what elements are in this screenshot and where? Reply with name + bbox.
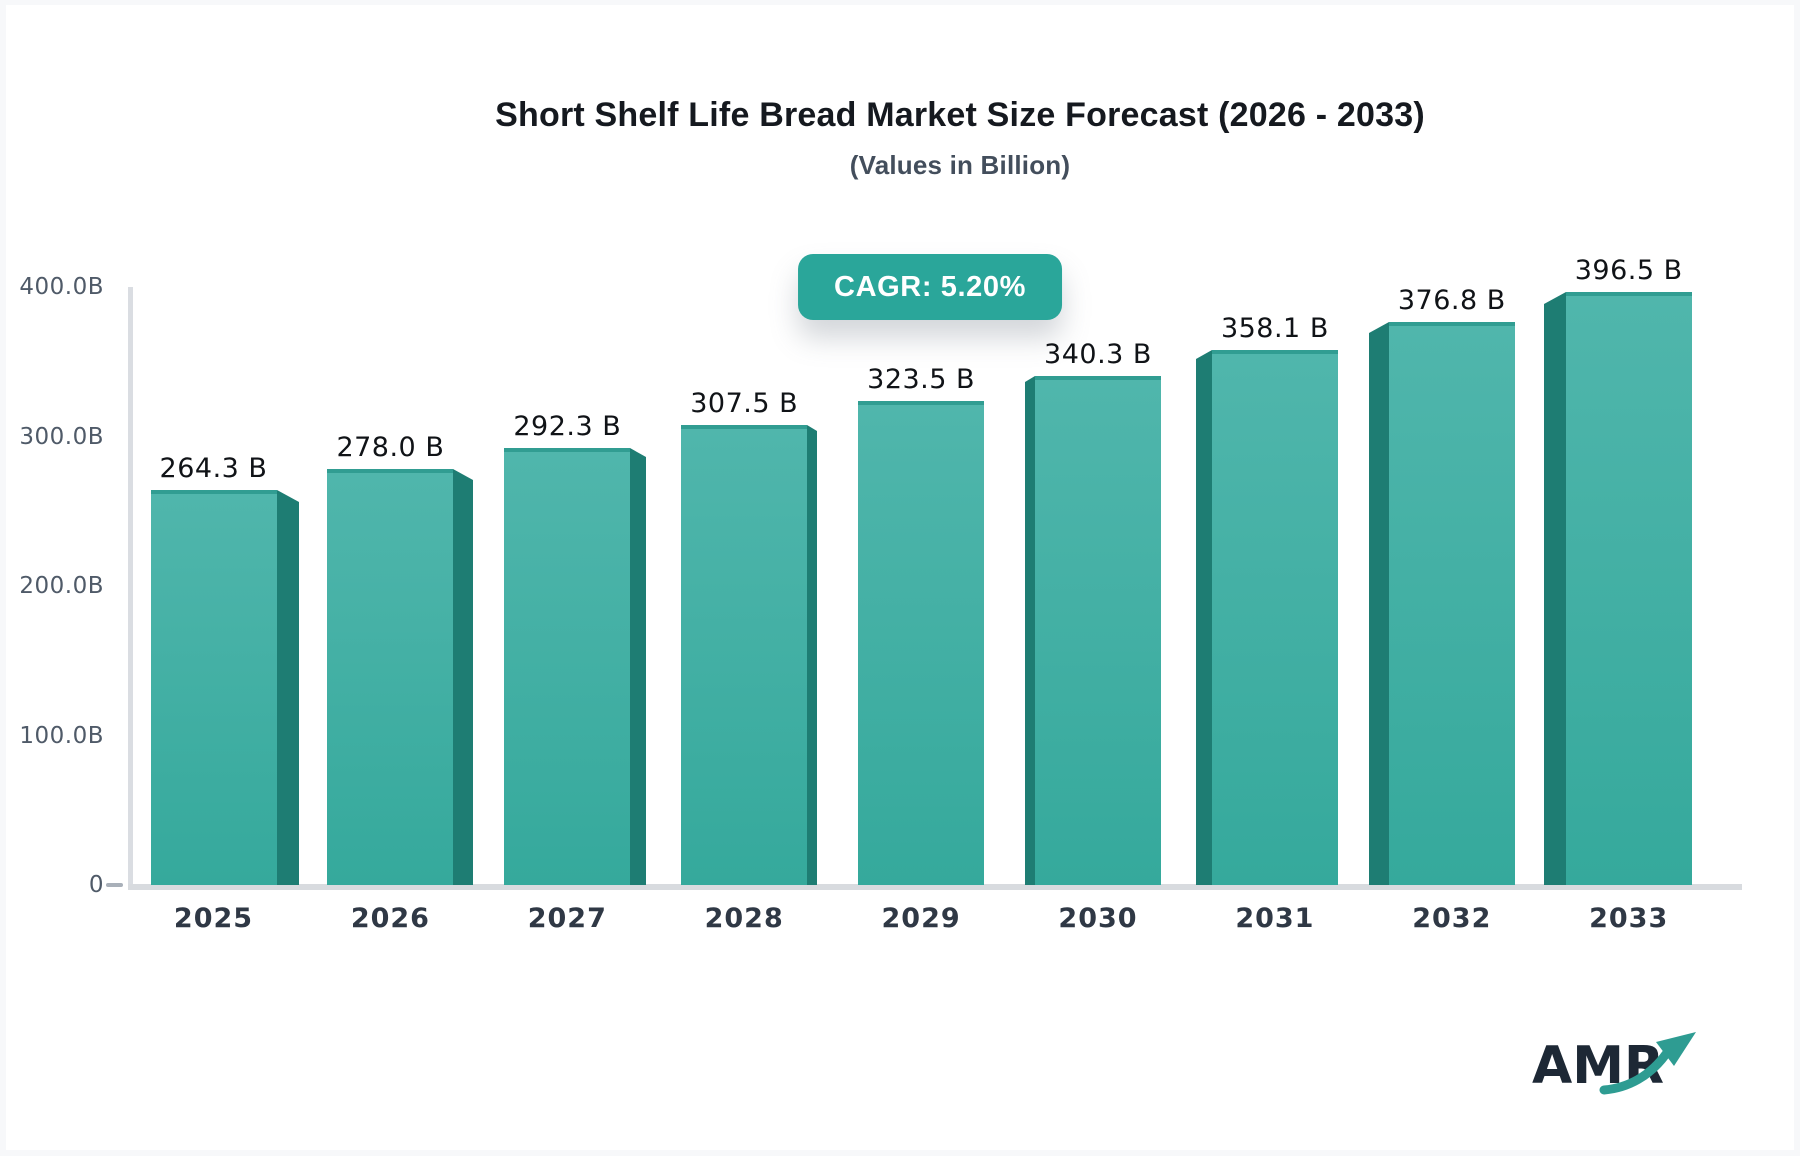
x-axis-year-label: 2030 [1058, 903, 1138, 934]
y-axis-tick-label: 100.0B [19, 722, 104, 749]
y-axis-tick-label: 0 [88, 872, 104, 898]
bar-2030 [1035, 376, 1161, 885]
chart-subtitle: (Values in Billion) [849, 150, 1071, 180]
bar-2032 [1389, 322, 1515, 885]
bar-top-edge [327, 469, 453, 473]
x-axis-year-label: 2027 [527, 903, 607, 934]
amr-logo: AMR [1532, 1032, 1732, 1126]
chart-title: Short Shelf Life Bread Market Size Forec… [495, 96, 1425, 134]
x-axis-year-label: 2031 [1235, 903, 1315, 934]
x-axis-year-label: 2032 [1412, 903, 1492, 934]
x-axis-year-label: 2025 [173, 903, 254, 934]
bar-2026 [327, 469, 453, 885]
bar-value-label: 358.1 B [1220, 313, 1329, 344]
bar-value-label: 292.3 B [513, 411, 622, 442]
bar-3d-side-2031 [1196, 350, 1212, 885]
growth-arrow-icon [1599, 1032, 1696, 1095]
bar-top-edge [151, 490, 277, 494]
y-axis-tick-label: 400.0B [19, 274, 104, 300]
bar-3d-side-2032 [1369, 322, 1389, 885]
bar-top-edge [1212, 350, 1338, 354]
x-axis-year-label: 2028 [704, 903, 784, 934]
bar-3d-side-2025 [277, 490, 299, 885]
bar-top-edge [1566, 292, 1692, 296]
bar-2031 [1212, 350, 1338, 885]
bar-value-label: 278.0 B [336, 432, 445, 463]
y-axis-tick-label: 300.0B [19, 423, 104, 450]
x-axis-year-label: 2029 [881, 903, 961, 934]
x-axis-year-label: 2026 [350, 903, 430, 934]
bar-top-edge [858, 401, 984, 405]
bar-2025 [151, 490, 277, 885]
amr-logo-text: AMR [1532, 1036, 1665, 1096]
bar-top-edge [1035, 376, 1161, 380]
bar-top-edge [1389, 322, 1515, 326]
x-axis-year-label: 2033 [1589, 903, 1669, 934]
bar-3d-side-2033 [1544, 292, 1566, 885]
x-axis-baseline [128, 884, 1742, 890]
bar-value-label: 340.3 B [1044, 339, 1152, 370]
bar-value-label: 307.5 B [690, 388, 799, 419]
bar-3d-side-2027 [630, 448, 646, 885]
bar-2028 [681, 425, 807, 885]
bar-2029 [858, 401, 984, 885]
y-axis-line [128, 287, 133, 885]
bar-value-label: 323.5 B [867, 364, 976, 395]
bar-value-label: 376.8 B [1397, 285, 1506, 316]
cagr-badge: CAGR: 5.20% [798, 254, 1062, 320]
bar-3d-side-2026 [453, 469, 473, 885]
bar-value-label: 396.5 B [1574, 255, 1683, 286]
bar-top-edge [681, 425, 807, 429]
bar-3d-side-2028 [807, 425, 817, 885]
bar-2027 [504, 448, 630, 885]
y-axis-tick-label: 200.0B [19, 573, 104, 599]
zero-tick-mark [106, 883, 123, 887]
bar-value-label: 264.3 B [159, 453, 268, 484]
bar-3d-side-2030 [1025, 376, 1035, 885]
bar-top-edge [504, 448, 630, 452]
bar-2033 [1566, 292, 1692, 885]
